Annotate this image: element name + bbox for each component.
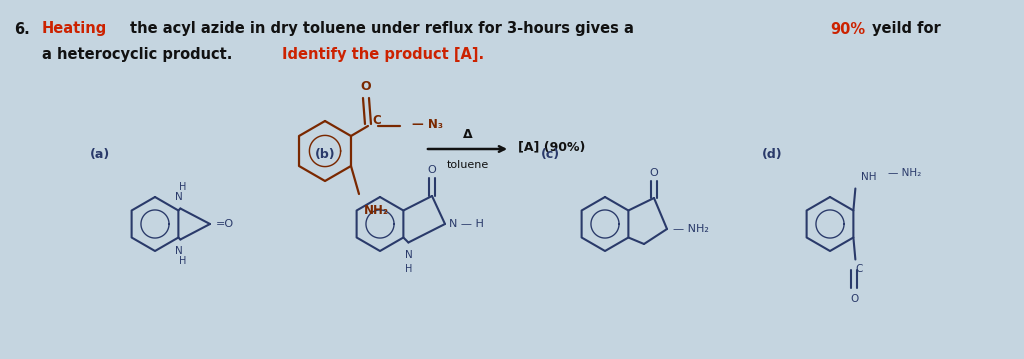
- Text: 90%: 90%: [830, 22, 865, 37]
- Text: (a): (a): [90, 148, 111, 160]
- Text: (d): (d): [762, 148, 782, 160]
- Text: =O: =O: [216, 219, 234, 229]
- Text: N — H: N — H: [449, 219, 484, 229]
- Text: H: H: [404, 264, 412, 274]
- Text: N: N: [174, 246, 182, 256]
- Text: Identify the product [A].: Identify the product [A].: [282, 47, 484, 61]
- Text: — NH₂: — NH₂: [889, 168, 922, 178]
- Text: Heating: Heating: [42, 22, 108, 37]
- Text: O: O: [360, 79, 372, 93]
- Text: toluene: toluene: [446, 160, 488, 170]
- Text: [A] (90%): [A] (90%): [518, 140, 586, 154]
- Text: the acyl azide in dry toluene under reflux for 3-hours gives a: the acyl azide in dry toluene under refl…: [130, 22, 634, 37]
- Text: (b): (b): [314, 148, 335, 160]
- Text: a heterocyclic product.: a heterocyclic product.: [42, 47, 232, 61]
- Text: — N₃: — N₃: [412, 117, 443, 131]
- Text: O: O: [850, 294, 858, 304]
- Text: O: O: [649, 168, 658, 178]
- Text: NH₂: NH₂: [364, 204, 389, 217]
- Text: N: N: [404, 251, 413, 261]
- Text: H: H: [179, 256, 186, 266]
- Text: H: H: [179, 182, 186, 191]
- Text: (c): (c): [541, 148, 559, 160]
- Text: yeild for: yeild for: [872, 22, 941, 37]
- Text: Δ: Δ: [463, 127, 472, 140]
- Text: O: O: [428, 165, 436, 175]
- Text: C: C: [856, 264, 863, 274]
- Text: 6.: 6.: [14, 22, 30, 37]
- Text: C: C: [372, 115, 381, 127]
- Text: — NH₂: — NH₂: [673, 224, 709, 234]
- Text: NH: NH: [861, 173, 877, 182]
- Text: N: N: [174, 192, 182, 202]
